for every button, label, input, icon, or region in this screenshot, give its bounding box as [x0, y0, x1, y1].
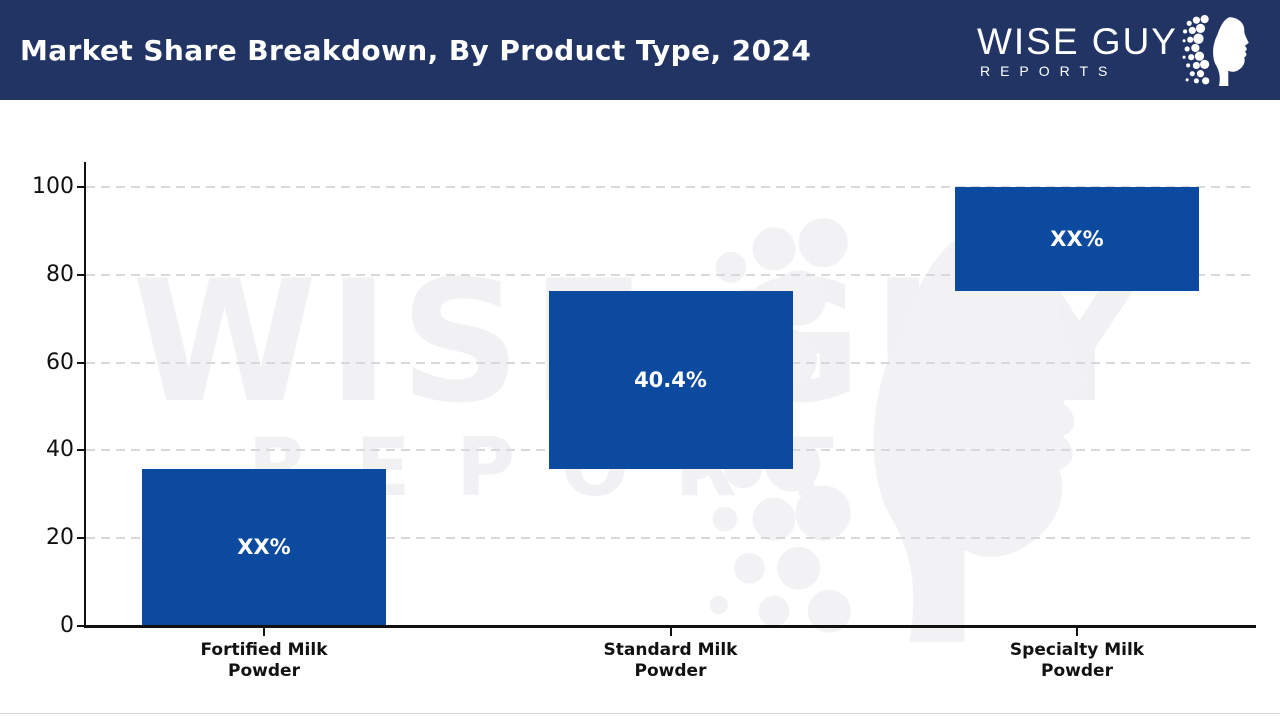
y-axis-tick-label: 0 [60, 613, 74, 638]
bar-value-label: XX% [1050, 227, 1104, 252]
bar-value-label: XX% [237, 535, 291, 560]
y-axis-tick-label: 60 [46, 349, 74, 375]
x-axis-tick [263, 628, 265, 636]
y-axis-tick-label: 100 [32, 174, 74, 199]
bar-value-label: 40.4% [634, 368, 707, 393]
wise-guy-reports-logo: WISE GUY REPORTS [977, 14, 1254, 86]
gridline-100 [86, 186, 1256, 188]
x-axis-spine [84, 625, 1256, 628]
logo-wiseguy-label: WISE GUY [976, 20, 1178, 62]
y-axis-tick-label: 20 [46, 525, 74, 551]
y-axis-tick-label: 40 [46, 437, 74, 463]
y-axis-tick [77, 361, 85, 364]
x-axis-category-label: Standard Milk Powder [603, 640, 738, 681]
y-axis-tick [77, 273, 85, 276]
gridline-80 [86, 273, 1256, 276]
gridline-20 [86, 537, 1256, 540]
logo-text: WISE GUY REPORTS [977, 23, 1178, 78]
y-axis-tick [77, 186, 85, 188]
x-axis-tick [1076, 628, 1078, 636]
y-axis-tick-label: 80 [46, 261, 74, 287]
bottom-divider [0, 713, 1280, 714]
y-axis-spine [84, 162, 86, 628]
x-axis-category-label: Fortified Milk Powder [200, 640, 328, 681]
bar-fortified-milk-powder [142, 468, 386, 626]
logo-face-icon [1182, 15, 1249, 86]
y-axis-tick [77, 625, 85, 627]
x-axis-category-label: Specialty Milk Powder [1009, 640, 1145, 681]
x-axis-tick [669, 628, 672, 636]
page-title: Market Share Breakdown, By Product Type,… [20, 33, 812, 67]
y-axis-tick [77, 449, 85, 452]
y-axis-tick [77, 537, 85, 540]
logo-reports-label: REPORTS [979, 62, 1118, 79]
header-bar: Market Share Breakdown, By Product Type,… [0, 0, 1280, 100]
